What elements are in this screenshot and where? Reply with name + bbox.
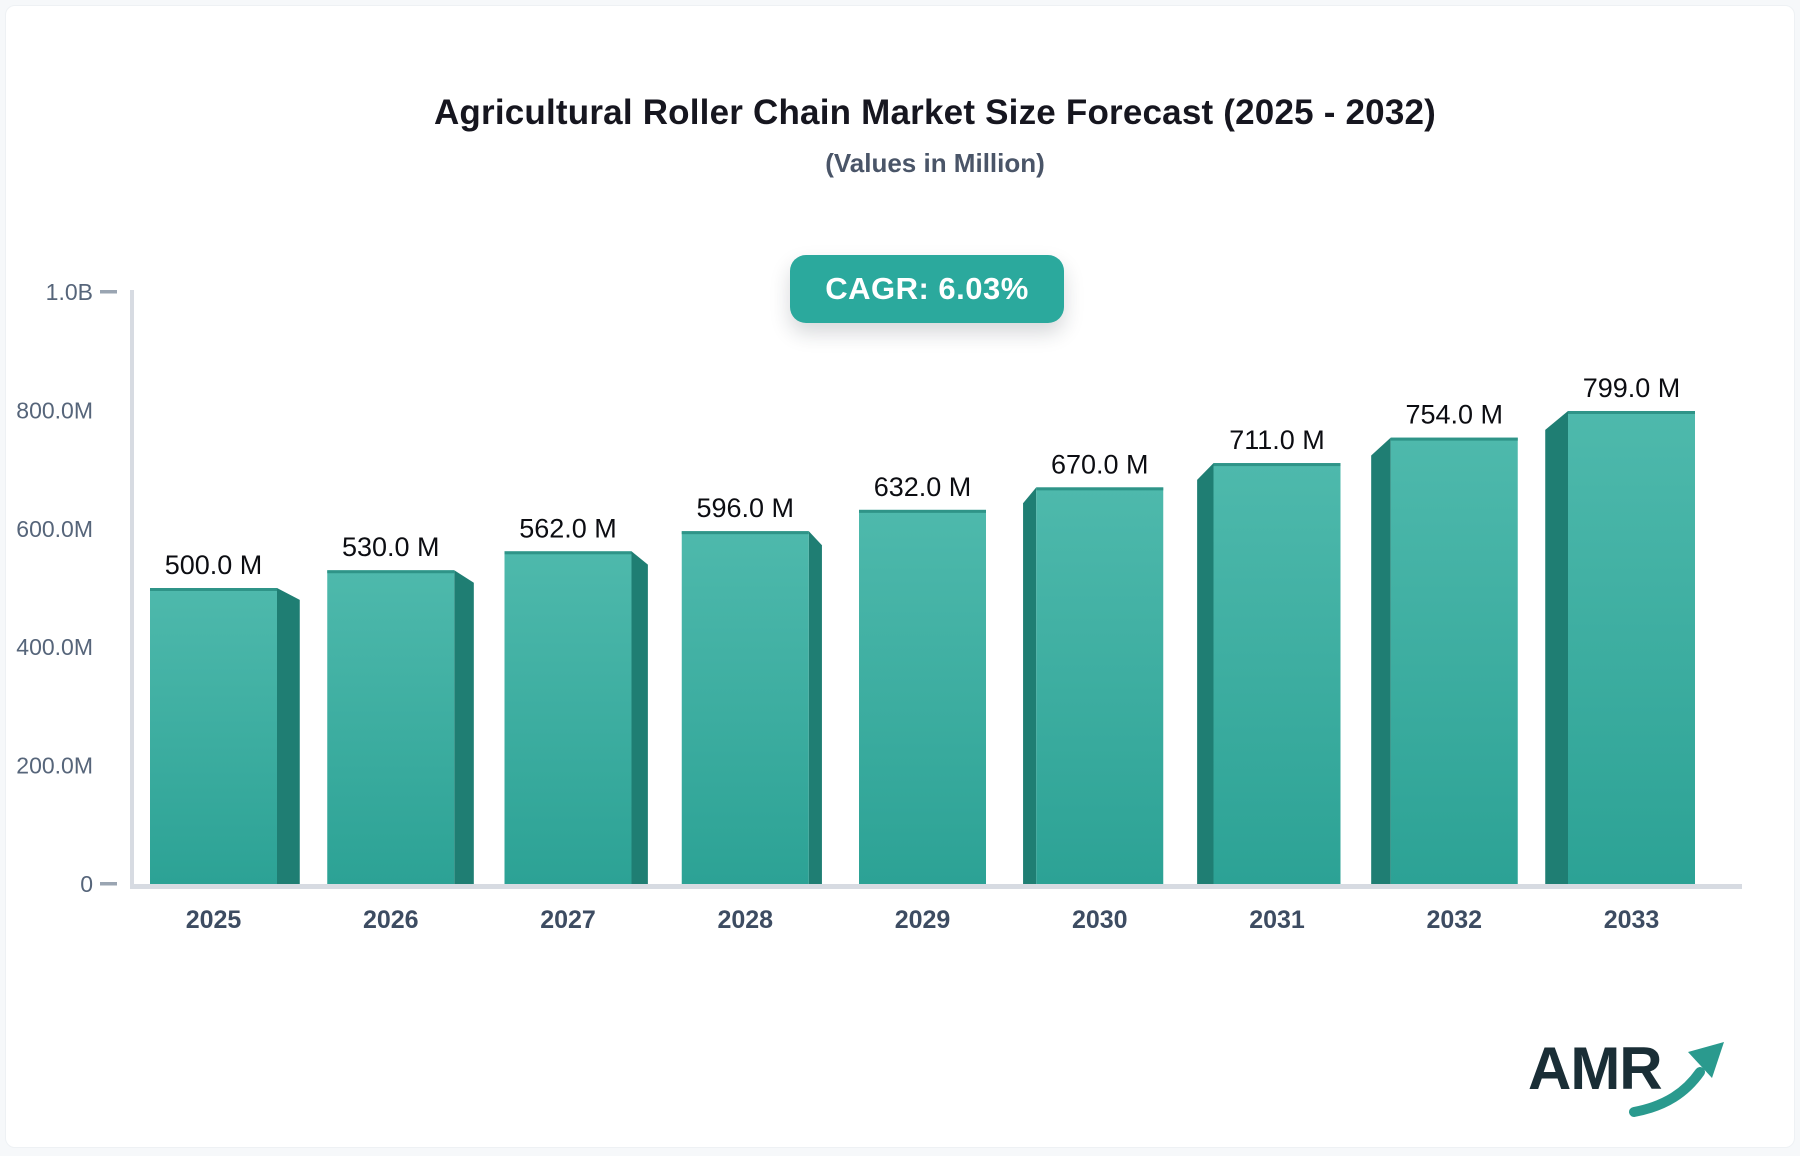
bar-top-edge-2028 bbox=[681, 531, 809, 535]
amr-logo: AMR bbox=[1528, 1028, 1724, 1120]
cagr-badge: CAGR: 6.03% bbox=[790, 255, 1064, 323]
growth-arrow-icon bbox=[1629, 1042, 1724, 1117]
bar-value-label-2033: 799.0 M bbox=[1583, 373, 1681, 403]
bar-2032[interactable] bbox=[1390, 437, 1518, 884]
y-axis-tick bbox=[100, 882, 117, 886]
bar-side-face-2032 bbox=[1371, 437, 1391, 884]
x-axis-label-2029: 2029 bbox=[895, 906, 951, 934]
x-axis-label-2028: 2028 bbox=[717, 906, 773, 934]
x-axis-label-2032: 2032 bbox=[1426, 906, 1482, 934]
bar-side-face-2028 bbox=[808, 531, 822, 884]
bar-value-label-2028: 596.0 M bbox=[696, 493, 794, 523]
x-axis-label-2025: 2025 bbox=[186, 906, 242, 934]
bar-2033[interactable] bbox=[1568, 410, 1695, 884]
x-axis-label-2027: 2027 bbox=[540, 906, 596, 934]
bar-top-edge-2025 bbox=[150, 588, 277, 591]
bar-top-edge-2033 bbox=[1568, 410, 1695, 414]
y-axis-tick bbox=[100, 290, 117, 294]
bar-2026[interactable] bbox=[327, 570, 455, 884]
bar-top-edge-2027 bbox=[504, 551, 632, 555]
y-axis-tick-label: 800.0M bbox=[16, 397, 93, 423]
bar-side-face-2025 bbox=[277, 588, 300, 884]
bar-value-label-2032: 754.0 M bbox=[1405, 400, 1503, 430]
bar-2027[interactable] bbox=[504, 551, 632, 884]
y-axis-tick-label: 1.0B bbox=[46, 279, 93, 305]
chart-title: Agricultural Roller Chain Market Size Fo… bbox=[433, 93, 1437, 132]
y-axis-tick-label: 400.0M bbox=[16, 634, 93, 660]
bar-2028[interactable] bbox=[681, 531, 809, 884]
x-axis-label-2026: 2026 bbox=[363, 906, 419, 934]
amr-logo-text: AMR bbox=[1528, 1035, 1663, 1102]
bar-value-label-2030: 670.0 M bbox=[1051, 449, 1149, 479]
bar-2031[interactable] bbox=[1213, 463, 1341, 884]
y-axis-line bbox=[130, 290, 134, 889]
bar-2025[interactable] bbox=[150, 588, 277, 884]
x-axis-line bbox=[130, 884, 1742, 889]
y-axis-tick-label: 600.0M bbox=[16, 516, 93, 542]
bar-top-edge-2032 bbox=[1390, 437, 1518, 441]
y-axis-tick-label: 0 bbox=[80, 871, 93, 897]
bar-top-edge-2029 bbox=[859, 509, 986, 513]
bar-value-label-2031: 711.0 M bbox=[1229, 425, 1325, 455]
x-axis-label-2033: 2033 bbox=[1604, 906, 1660, 934]
bar-value-label-2026: 530.0 M bbox=[342, 532, 440, 562]
y-axis-tick-label: 200.0M bbox=[16, 753, 93, 779]
bar-side-face-2030 bbox=[1023, 487, 1037, 884]
bar-top-edge-2030 bbox=[1036, 487, 1164, 491]
cagr-badge-label: CAGR: 6.03% bbox=[825, 271, 1029, 306]
bar-value-label-2027: 562.0 M bbox=[519, 513, 617, 543]
bar-2030[interactable] bbox=[1036, 487, 1164, 884]
bar-value-label-2029: 632.0 M bbox=[874, 472, 972, 502]
bar-value-label-2025: 500.0 M bbox=[165, 550, 263, 580]
bar-top-edge-2031 bbox=[1213, 463, 1341, 467]
bar-side-face-2031 bbox=[1197, 463, 1214, 884]
chart-subtitle: (Values in Million) bbox=[825, 148, 1045, 178]
bar-2029[interactable] bbox=[859, 509, 986, 884]
bar-top-edge-2026 bbox=[327, 570, 455, 574]
bar-side-face-2027 bbox=[631, 551, 648, 884]
x-axis-label-2030: 2030 bbox=[1072, 906, 1128, 934]
bar-side-face-2033 bbox=[1545, 410, 1568, 884]
x-axis-label-2031: 2031 bbox=[1249, 906, 1305, 934]
bar-side-face-2026 bbox=[454, 570, 474, 884]
